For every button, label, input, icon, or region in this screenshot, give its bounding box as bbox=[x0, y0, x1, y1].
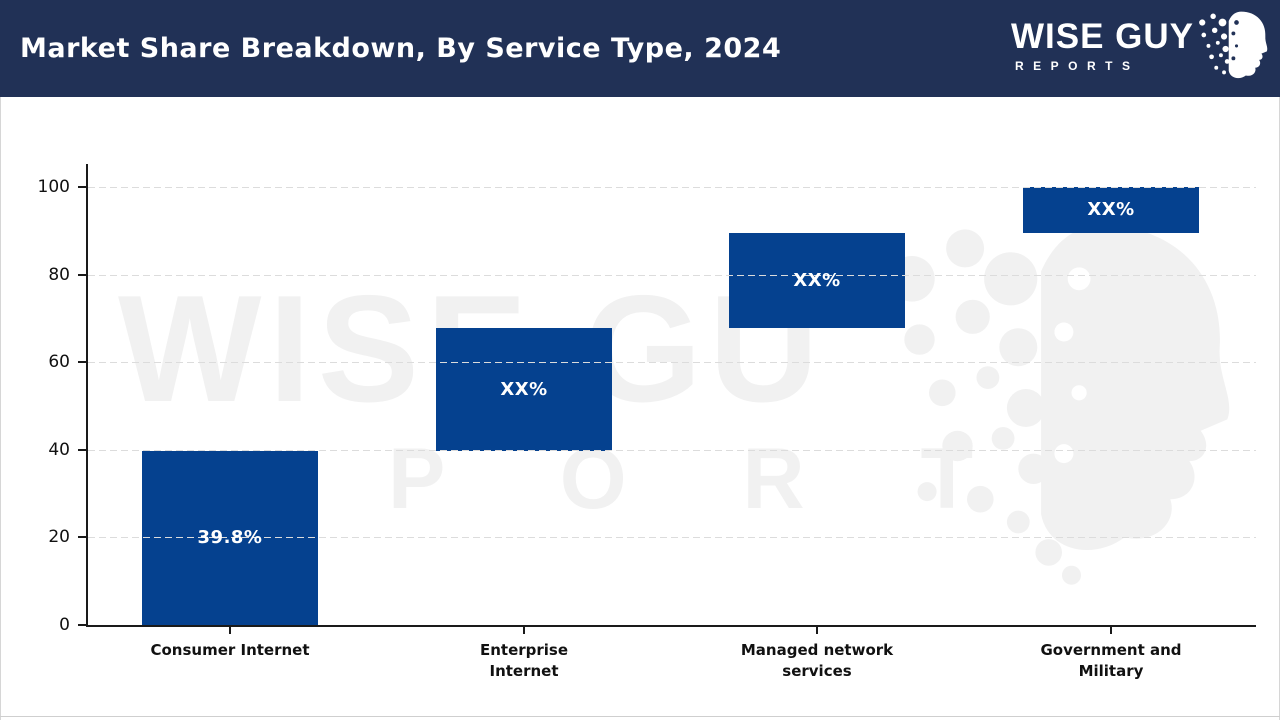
x-tick bbox=[229, 627, 231, 634]
grid-line bbox=[88, 449, 1256, 451]
grid-line bbox=[88, 362, 1256, 364]
x-tick bbox=[523, 627, 525, 634]
y-tick bbox=[78, 361, 87, 364]
y-tick-label: 100 bbox=[37, 177, 70, 197]
logo-text: WISE GUY REPORTS bbox=[1011, 18, 1194, 74]
grid-line bbox=[88, 537, 1256, 539]
bar bbox=[436, 328, 612, 451]
bar-value-label: XX% bbox=[1087, 199, 1135, 221]
x-category-label: Consumer Internet bbox=[150, 641, 310, 659]
y-tick bbox=[78, 624, 87, 626]
report-header: Market Share Breakdown, By Service Type,… bbox=[0, 0, 1280, 97]
y-tick bbox=[78, 448, 87, 451]
bar bbox=[1023, 187, 1199, 233]
y-axis bbox=[86, 164, 88, 627]
logo-wordmark: WISE GUY bbox=[1010, 17, 1194, 56]
x-category-label: Enterprise Internet bbox=[479, 641, 569, 680]
logo-face-icon bbox=[1199, 11, 1268, 79]
bottom-border-line bbox=[0, 716, 1280, 717]
page-title: Market Share Breakdown, By Service Type,… bbox=[20, 33, 782, 64]
x-tick bbox=[1110, 627, 1112, 634]
grid-line bbox=[88, 274, 1256, 276]
y-tick bbox=[78, 186, 87, 188]
x-category-label: Government and Military bbox=[1040, 641, 1182, 680]
bar-value-label: XX% bbox=[500, 379, 548, 401]
grid-line bbox=[88, 187, 1256, 188]
bar-value-label: XX% bbox=[793, 270, 841, 292]
y-tick bbox=[78, 536, 87, 539]
bar bbox=[729, 232, 905, 329]
x-axis bbox=[86, 625, 1256, 627]
y-tick bbox=[78, 273, 87, 276]
y-tick-label: 20 bbox=[48, 527, 70, 548]
y-tick-label: 80 bbox=[48, 264, 70, 285]
y-tick-label: 0 bbox=[59, 615, 70, 635]
x-tick bbox=[816, 627, 818, 634]
x-category-label: Managed network services bbox=[740, 641, 894, 680]
bar-value-label: 39.8% bbox=[197, 527, 263, 549]
watermark-face-icon bbox=[889, 225, 1230, 585]
y-tick-label: 60 bbox=[48, 352, 70, 373]
logo: WISE GUY REPORTS bbox=[1011, 10, 1270, 88]
logo-subtext: REPORTS bbox=[1014, 59, 1140, 73]
y-tick-label: 40 bbox=[48, 439, 70, 460]
